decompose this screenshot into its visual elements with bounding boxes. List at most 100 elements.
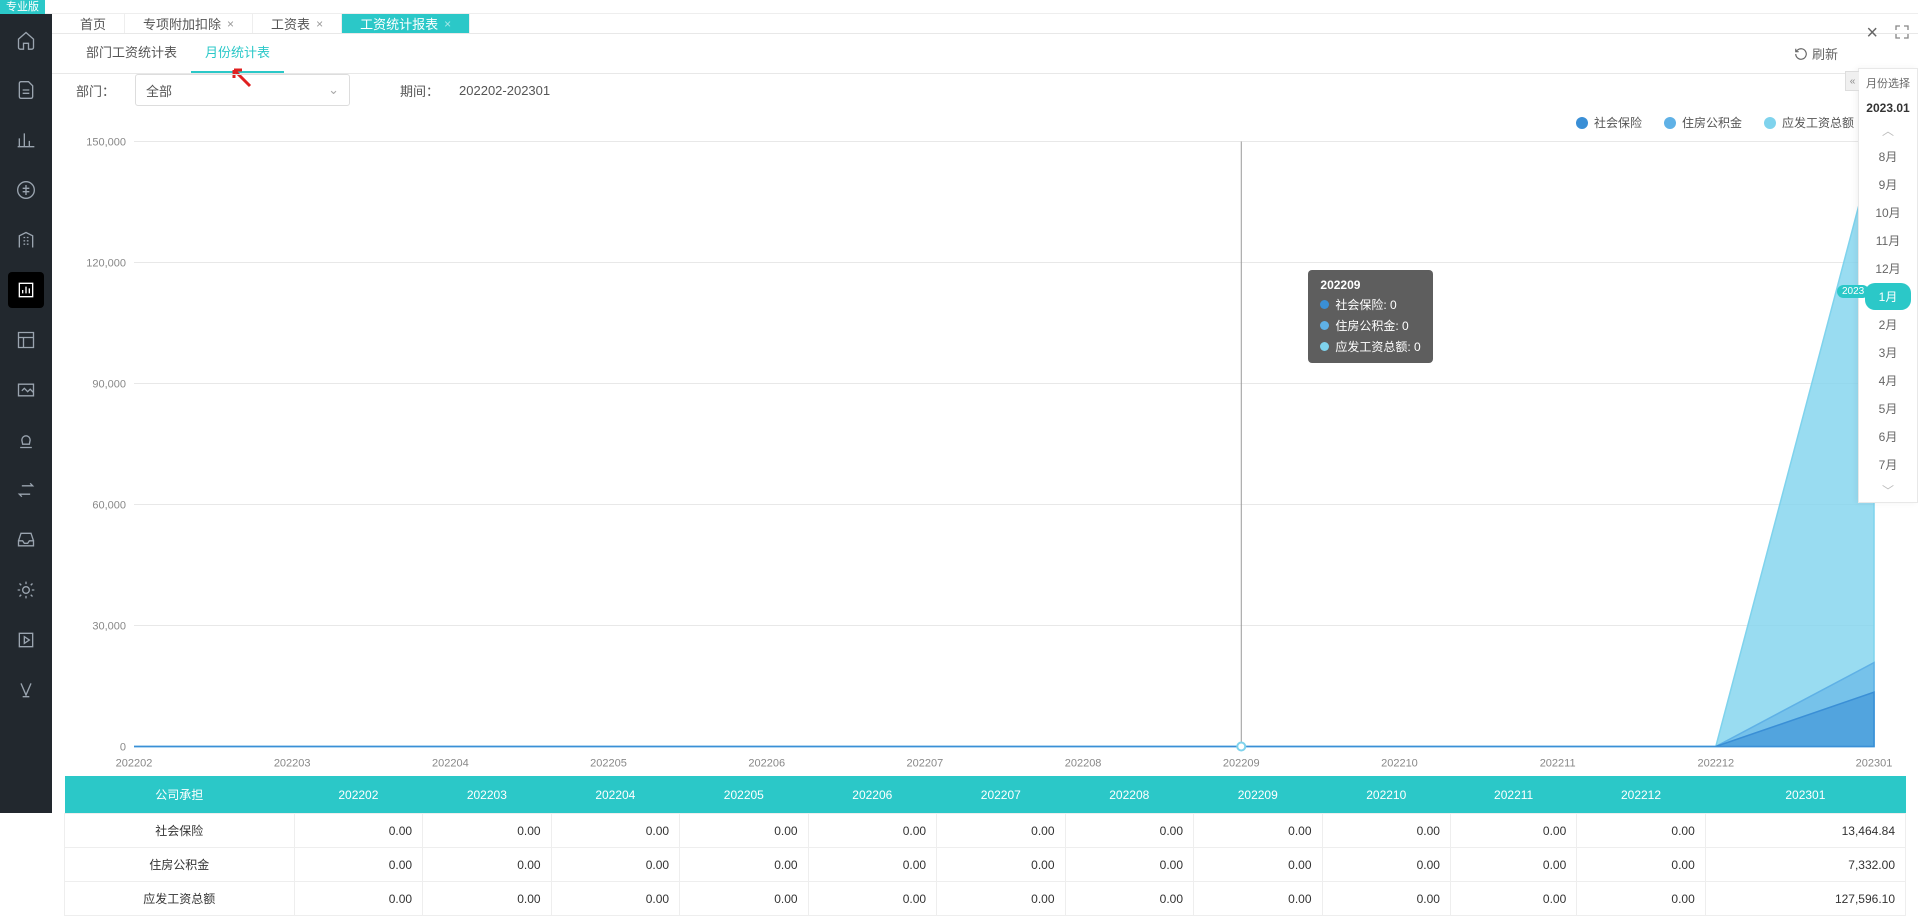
table-cell: 0.00: [1450, 882, 1576, 916]
table-cell: 0.00: [1322, 882, 1450, 916]
month-item[interactable]: 7月: [1865, 451, 1911, 478]
month-down-button[interactable]: ﹀: [1859, 479, 1917, 502]
month-item[interactable]: 2月: [1865, 311, 1911, 338]
table-cell: 7,332.00: [1705, 848, 1905, 882]
month-item[interactable]: 10月: [1865, 199, 1911, 226]
edition-badge: 专业版: [0, 0, 45, 14]
svg-text:202202: 202202: [116, 758, 153, 770]
month-up-button[interactable]: ︿: [1859, 119, 1917, 142]
dept-select[interactable]: 全部 ⌄: [135, 74, 350, 106]
legend-item[interactable]: 社会保险: [1576, 114, 1642, 131]
svg-text:120,000: 120,000: [86, 258, 126, 270]
svg-text:202206: 202206: [748, 758, 785, 770]
month-item[interactable]: 20231月: [1865, 283, 1911, 310]
row-label: 社会保险: [65, 814, 295, 848]
month-item[interactable]: 5月: [1865, 395, 1911, 422]
close-icon[interactable]: ×: [316, 17, 323, 31]
month-item[interactable]: 8月: [1865, 143, 1911, 170]
table-cell: 0.00: [1577, 882, 1705, 916]
month-item[interactable]: 11月: [1865, 227, 1911, 254]
v-icon[interactable]: [8, 672, 44, 708]
dept-label: 部门：: [76, 81, 115, 100]
tab-bar: 首页专项附加扣除×工资表×工资统计报表××: [52, 14, 1918, 34]
table-cell: 0.00: [937, 848, 1065, 882]
play-icon[interactable]: [8, 622, 44, 658]
month-item[interactable]: 12月: [1865, 255, 1911, 282]
table-cell: 0.00: [937, 814, 1065, 848]
legend-item[interactable]: 应发工资总额: [1764, 114, 1854, 131]
home-icon[interactable]: [8, 22, 44, 58]
table-cell: 0.00: [1450, 848, 1576, 882]
tab-label: 首页: [80, 14, 106, 33]
table-cell: 0.00: [1577, 848, 1705, 882]
chart-icon[interactable]: [8, 122, 44, 158]
stamp-icon[interactable]: [8, 422, 44, 458]
doc-icon[interactable]: [8, 72, 44, 108]
table-cell: 0.00: [1065, 814, 1193, 848]
close-icon[interactable]: ×: [227, 17, 234, 31]
chart-legend: 社会保险 住房公积金 应发工资总额: [64, 106, 1894, 135]
table-cell: 0.00: [423, 848, 551, 882]
inbox-icon[interactable]: [8, 522, 44, 558]
period-value: 202202-202301: [459, 83, 550, 98]
legend-item[interactable]: 住房公积金: [1664, 114, 1742, 131]
tab-label: 专项附加扣除: [143, 14, 221, 33]
month-item[interactable]: 9月: [1865, 171, 1911, 198]
table-cell: 0.00: [680, 848, 808, 882]
table-row: 应发工资总额0.000.000.000.000.000.000.000.000.…: [65, 882, 1906, 916]
svg-text:202210: 202210: [1381, 758, 1418, 770]
subtab-月份统计表[interactable]: 月份统计表: [191, 32, 284, 73]
table-header: 202209: [1194, 776, 1322, 814]
transfer-icon[interactable]: [8, 472, 44, 508]
table-header: 202202: [294, 776, 422, 814]
refresh-button[interactable]: 刷新: [1794, 44, 1838, 63]
table-cell: 0.00: [680, 814, 808, 848]
report-icon[interactable]: [8, 272, 44, 308]
svg-text:30,000: 30,000: [92, 621, 126, 633]
month-item[interactable]: 6月: [1865, 423, 1911, 450]
svg-text:202204: 202204: [432, 758, 469, 770]
collapse-icon[interactable]: «: [1845, 71, 1859, 91]
table-cell: 0.00: [1450, 814, 1576, 848]
table-header: 202203: [423, 776, 551, 814]
month-item[interactable]: 3月: [1865, 339, 1911, 366]
month-panel-header: «月份选择: [1859, 69, 1917, 97]
svg-text:202208: 202208: [1065, 758, 1102, 770]
table-header: 202211: [1450, 776, 1576, 814]
table-cell: 0.00: [294, 814, 422, 848]
table-cell: 0.00: [1322, 814, 1450, 848]
table-cell: 0.00: [808, 848, 936, 882]
table-cell: 13,464.84: [1705, 814, 1905, 848]
image-icon[interactable]: [8, 372, 44, 408]
legend-dot: [1664, 117, 1676, 129]
month-item[interactable]: 4月: [1865, 367, 1911, 394]
tab-工资表[interactable]: 工资表 ×: [253, 14, 342, 33]
close-icon[interactable]: ×: [444, 17, 451, 31]
svg-text:202209: 202209: [1223, 758, 1260, 770]
dept-value: 全部: [146, 81, 172, 100]
tab-工资统计报表[interactable]: 工资统计报表×: [342, 14, 470, 33]
legend-label: 应发工资总额: [1782, 114, 1854, 131]
svg-text:202301: 202301: [1856, 758, 1893, 770]
table-cell: 0.00: [1194, 882, 1322, 916]
table-cell: 0.00: [808, 882, 936, 916]
month-picker-panel: «月份选择2023.01︿8月9月10月11月12月20231月2月3月4月5月…: [1858, 68, 1918, 503]
table-cell: 0.00: [551, 814, 679, 848]
year-badge: 2023: [1837, 285, 1869, 298]
table-cell: 0.00: [423, 814, 551, 848]
table-cell: 0.00: [1194, 848, 1322, 882]
tab-专项附加扣除[interactable]: 专项附加扣除 ×: [125, 14, 253, 33]
building-icon[interactable]: [8, 222, 44, 258]
table-row: 社会保险0.000.000.000.000.000.000.000.000.00…: [65, 814, 1906, 848]
table-header: 公司承担: [65, 776, 295, 814]
money-icon[interactable]: [8, 172, 44, 208]
tab-label: 工资表: [271, 14, 310, 33]
gear-icon[interactable]: [8, 572, 44, 608]
legend-label: 社会保险: [1594, 114, 1642, 131]
tab-首页[interactable]: 首页: [62, 14, 125, 33]
layout-icon[interactable]: [8, 322, 44, 358]
chart-area[interactable]: 030,00060,00090,000120,000150,0002022022…: [64, 135, 1894, 776]
chevron-down-icon: ⌄: [328, 82, 339, 98]
svg-text:202211: 202211: [1540, 758, 1576, 770]
subtab-部门工资统计表[interactable]: 部门工资统计表: [72, 32, 191, 73]
